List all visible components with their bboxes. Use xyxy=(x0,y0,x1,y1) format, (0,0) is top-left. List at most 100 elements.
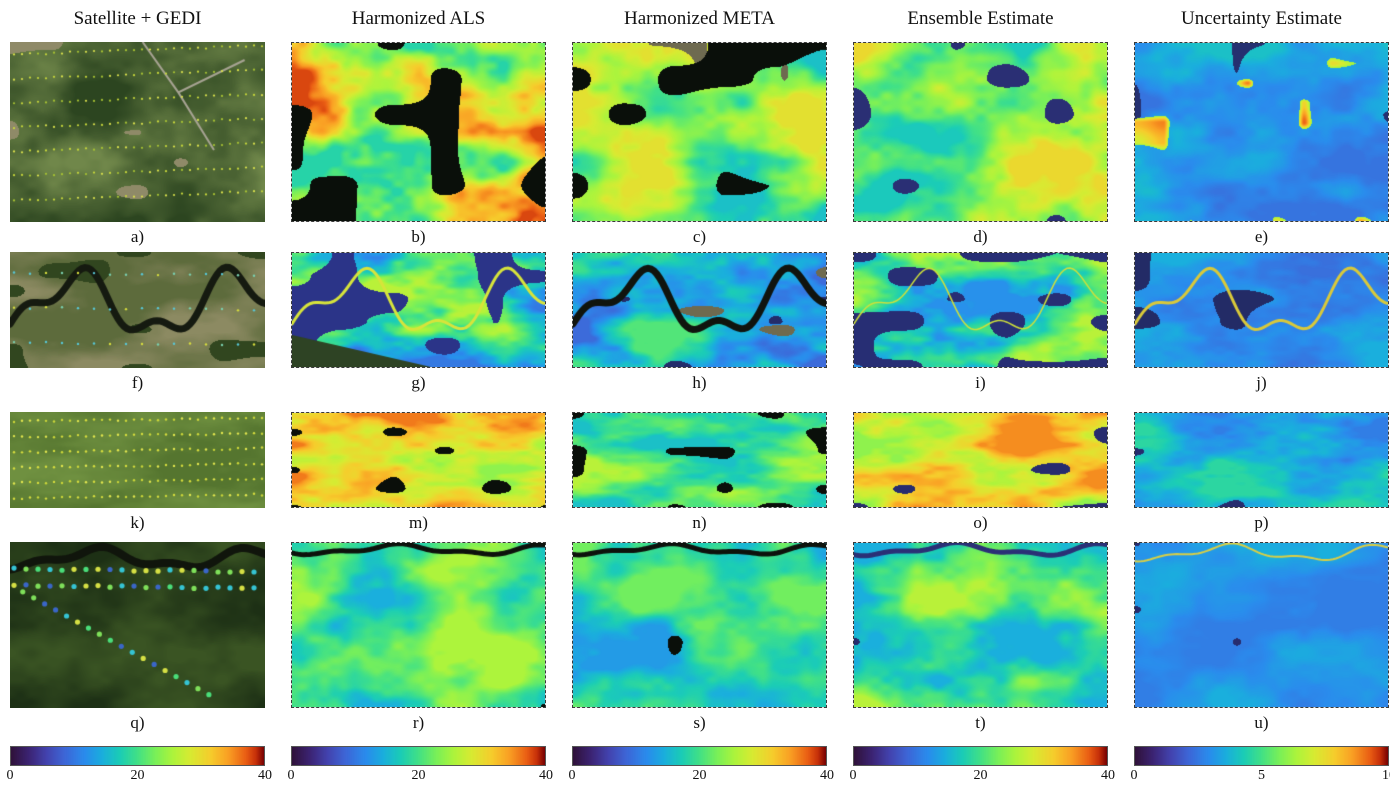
colorbar-2: 0 20 40 xyxy=(287,746,554,786)
colorbar-gradient-3 xyxy=(572,746,827,766)
panel-labels-row-3: k) m) n) o) p) xyxy=(0,508,1390,538)
panel-image-a xyxy=(10,42,265,222)
panel-label-a: a) xyxy=(130,227,145,246)
panel-image-e xyxy=(1135,43,1388,221)
colorbar-tick: 20 xyxy=(692,768,707,783)
panel-image-b xyxy=(292,43,545,221)
colorbar-ticks-1: 0 20 40 xyxy=(6,768,273,786)
panel-image-c xyxy=(573,43,826,221)
colorbar-tick: 20 xyxy=(130,768,145,783)
figure-grid: Satellite + GEDI Harmonized ALS Harmoniz… xyxy=(0,0,1390,786)
colorbar-tick: 10 xyxy=(1382,768,1390,783)
column-title-ensemble-estimate: Ensemble Estimate xyxy=(907,8,1054,29)
panel-u-uncertainty-estimate xyxy=(1134,542,1389,708)
panel-row-1 xyxy=(0,42,1390,222)
panel-d-ensemble-estimate xyxy=(853,42,1108,222)
panel-image-k xyxy=(10,412,265,508)
panel-image-t xyxy=(854,543,1107,707)
colorbar-1: 0 20 40 xyxy=(6,746,273,786)
colorbar-tick: 0 xyxy=(287,768,295,783)
panel-q-satellite-gedi xyxy=(10,542,265,708)
colorbar-gradient-1 xyxy=(10,746,265,766)
panel-b-harmonized-als xyxy=(291,42,546,222)
panel-image-p xyxy=(1135,413,1388,507)
panel-image-o xyxy=(854,413,1107,507)
panel-g-harmonized-als xyxy=(291,252,546,368)
panel-image-f xyxy=(10,252,265,368)
colorbar-5: 0 5 10 xyxy=(1130,746,1390,786)
panel-label-g: g) xyxy=(411,373,426,392)
panel-row-4 xyxy=(0,542,1390,708)
colorbar-ticks-5: 0 5 10 xyxy=(1130,768,1390,786)
panel-labels-row-4: q) r) s) t) u) xyxy=(0,708,1390,738)
panel-label-n: n) xyxy=(692,513,707,532)
panel-label-p: p) xyxy=(1254,513,1269,532)
panel-c-harmonized-meta xyxy=(572,42,827,222)
panel-label-r: r) xyxy=(412,713,425,732)
colorbar-ticks-2: 0 20 40 xyxy=(287,768,554,786)
panel-label-m: m) xyxy=(409,513,428,532)
column-titles: Satellite + GEDI Harmonized ALS Harmoniz… xyxy=(0,0,1390,42)
colorbar-tick: 20 xyxy=(973,768,988,783)
panel-label-e: e) xyxy=(1254,227,1269,246)
panel-row-3 xyxy=(0,412,1390,508)
colorbar-tick: 40 xyxy=(258,768,272,783)
colorbar-ticks-3: 0 20 40 xyxy=(568,768,835,786)
panel-row-2 xyxy=(0,252,1390,368)
panel-image-i xyxy=(854,253,1107,367)
column-title-harmonized-als: Harmonized ALS xyxy=(351,8,486,29)
colorbar-4: 0 20 40 xyxy=(849,746,1116,786)
panel-image-g xyxy=(292,253,545,367)
colorbar-tick: 0 xyxy=(568,768,576,783)
colorbar-tick: 40 xyxy=(820,768,834,783)
column-title-uncertainty-estimate: Uncertainty Estimate xyxy=(1181,8,1342,29)
colorbar-ticks-4: 0 20 40 xyxy=(849,768,1116,786)
panel-label-i: i) xyxy=(975,373,986,392)
panel-label-k: k) xyxy=(130,513,145,532)
panel-image-n xyxy=(573,413,826,507)
colorbar-tick: 0 xyxy=(849,768,857,783)
panel-image-q xyxy=(10,542,265,708)
panel-a-satellite-gedi xyxy=(10,42,265,222)
panel-image-r xyxy=(292,543,545,707)
panel-k-satellite-gedi xyxy=(10,412,265,508)
panel-labels-row-1: a) b) c) d) e) xyxy=(0,222,1390,252)
panel-p-uncertainty-estimate xyxy=(1134,412,1389,508)
panel-image-u xyxy=(1135,543,1388,707)
panel-o-ensemble-estimate xyxy=(853,412,1108,508)
colorbar-gradient-2 xyxy=(291,746,546,766)
column-title-harmonized-meta: Harmonized META xyxy=(624,8,775,29)
panel-label-h: h) xyxy=(692,373,707,392)
panel-image-h xyxy=(573,253,826,367)
panel-label-t: t) xyxy=(975,713,986,732)
panel-m-harmonized-als xyxy=(291,412,546,508)
panel-label-b: b) xyxy=(411,227,426,246)
panel-r-harmonized-als xyxy=(291,542,546,708)
panel-s-harmonized-meta xyxy=(572,542,827,708)
colorbar-tick: 5 xyxy=(1258,768,1265,783)
panel-j-uncertainty-estimate xyxy=(1134,252,1389,368)
panel-label-o: o) xyxy=(973,513,988,532)
colorbar-gradient-5 xyxy=(1134,746,1389,766)
colorbar-gradient-4 xyxy=(853,746,1108,766)
panel-e-uncertainty-estimate xyxy=(1134,42,1389,222)
panel-label-s: s) xyxy=(693,713,706,732)
panel-t-ensemble-estimate xyxy=(853,542,1108,708)
panel-image-s xyxy=(573,543,826,707)
panel-image-d xyxy=(854,43,1107,221)
panel-label-d: d) xyxy=(973,227,988,246)
colorbars: 0 20 40 0 20 40 0 20 40 0 2 xyxy=(0,746,1390,786)
panel-image-m xyxy=(292,413,545,507)
colorbar-tick: 40 xyxy=(539,768,553,783)
panel-labels-row-2: f) g) h) i) j) xyxy=(0,368,1390,398)
colorbar-tick: 40 xyxy=(1101,768,1115,783)
panel-label-j: j) xyxy=(1256,373,1267,392)
column-title-satellite-gedi: Satellite + GEDI xyxy=(73,8,202,29)
panel-h-harmonized-meta xyxy=(572,252,827,368)
colorbar-tick: 0 xyxy=(1130,768,1138,783)
colorbar-tick: 0 xyxy=(6,768,14,783)
panel-n-harmonized-meta xyxy=(572,412,827,508)
panel-label-f: f) xyxy=(131,373,144,392)
panel-image-j xyxy=(1135,253,1388,367)
panel-label-q: q) xyxy=(130,713,145,732)
